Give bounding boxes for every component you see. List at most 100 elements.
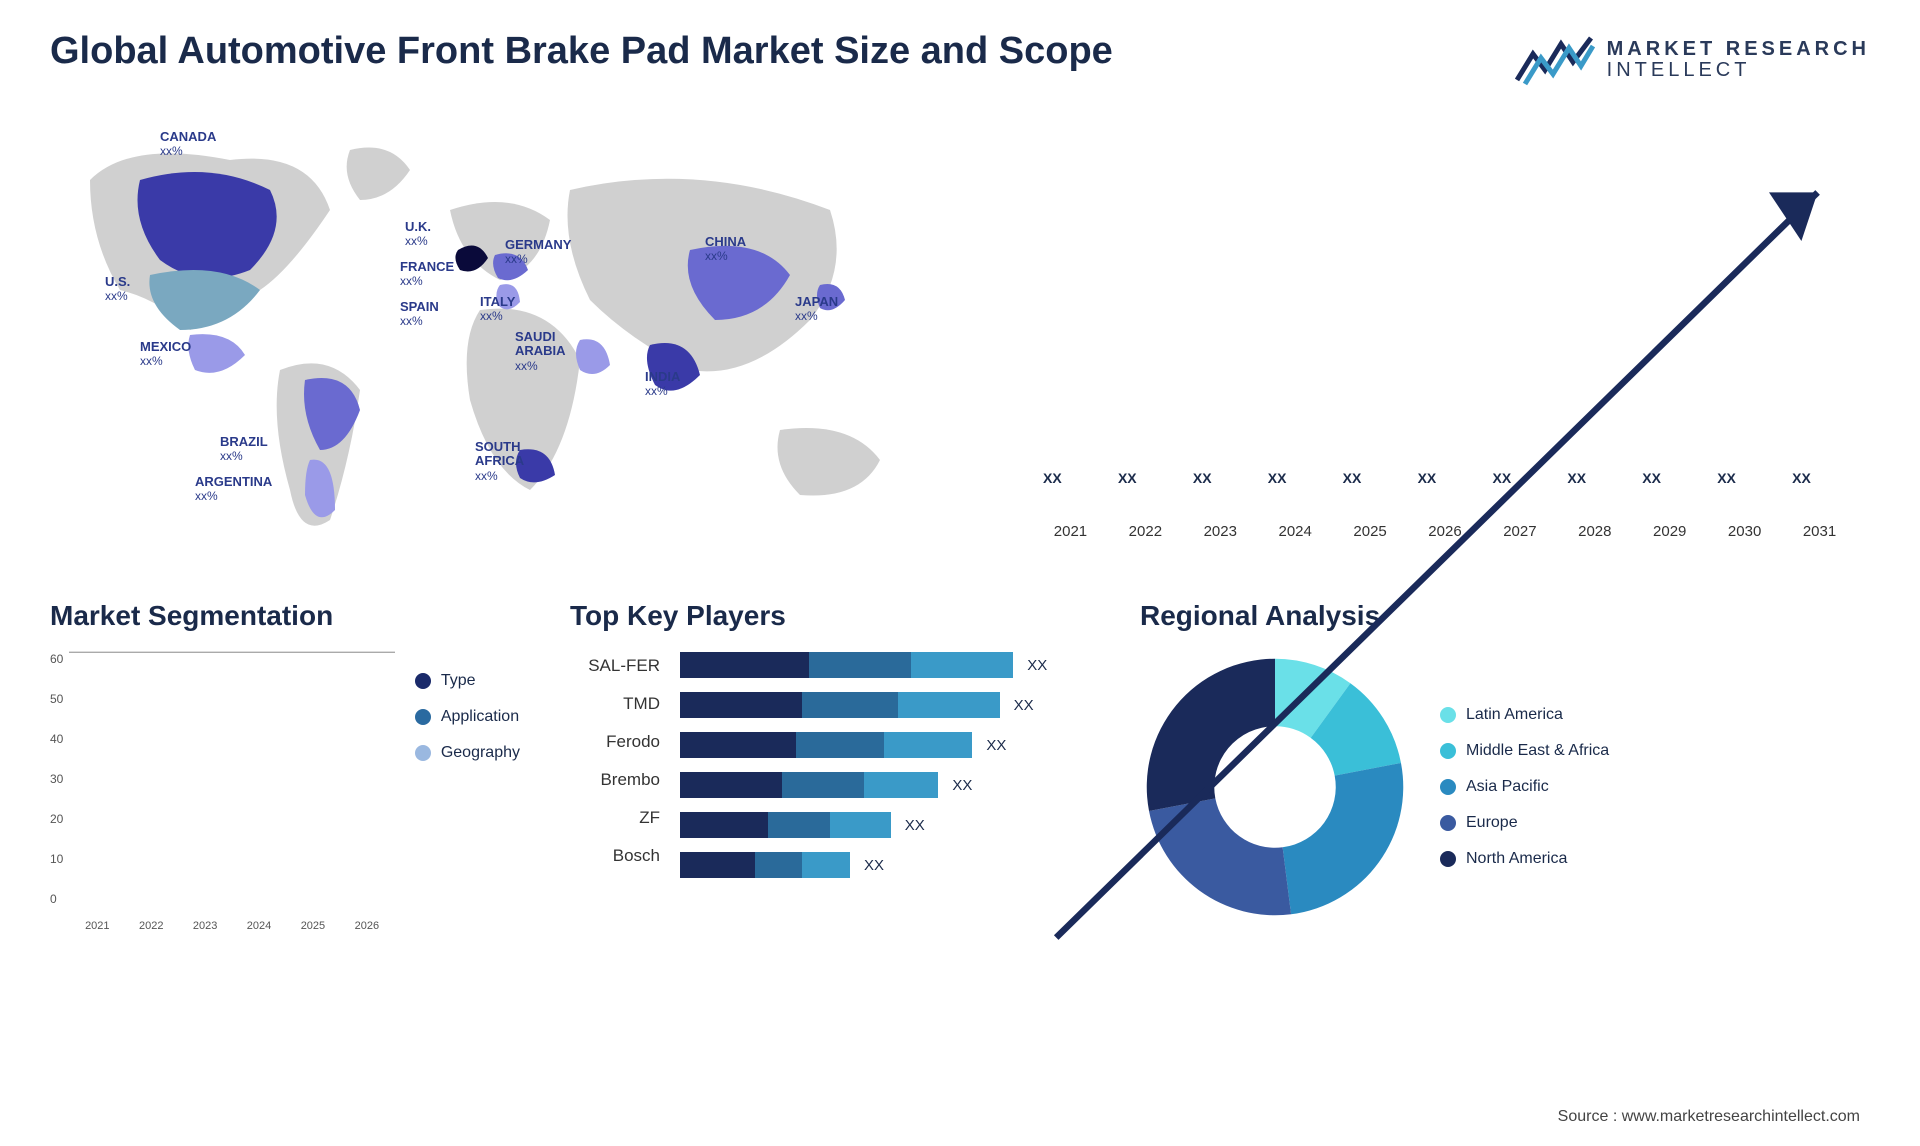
seg-year-label: 2023 <box>183 920 227 932</box>
seg-ytick: 60 <box>50 652 63 666</box>
donut-chart <box>1140 652 1410 922</box>
source-text: Source : www.marketresearchintellect.com <box>1558 1108 1860 1126</box>
legend-dot-icon <box>1440 851 1456 867</box>
player-name: Bosch <box>570 846 660 866</box>
growth-bar-label: XX <box>1418 470 1437 486</box>
player-name: ZF <box>570 808 660 828</box>
regional-panel: Regional Analysis Latin America Middle Ea… <box>1140 600 1870 932</box>
growth-year-label: 2023 <box>1190 523 1251 540</box>
map-label: FRANCExx% <box>400 260 454 289</box>
key-players-title: Top Key Players <box>570 600 1090 632</box>
seg-ytick: 50 <box>50 692 63 706</box>
growth-year-label: 2021 <box>1040 523 1101 540</box>
seg-ytick: 20 <box>50 812 63 826</box>
player-name: TMD <box>570 694 660 714</box>
map-svg <box>50 120 950 550</box>
legend-item: Asia Pacific <box>1440 778 1609 796</box>
world-map: CANADAxx%U.S.xx%MEXICOxx%BRAZILxx%ARGENT… <box>50 120 950 550</box>
legend-item: Geography <box>415 744 520 762</box>
legend-dot-icon <box>415 709 431 725</box>
legend-label: Middle East & Africa <box>1466 742 1609 760</box>
player-value: XX <box>986 737 1006 754</box>
growth-year-label: 2022 <box>1115 523 1176 540</box>
player-row: XX <box>680 772 1090 798</box>
player-row: XX <box>680 692 1090 718</box>
logo-text: MARKET RESEARCH INTELLECT <box>1607 39 1870 81</box>
player-name: SAL-FER <box>570 656 660 676</box>
player-row: XX <box>680 652 1090 678</box>
growth-year-label: 2026 <box>1415 523 1476 540</box>
header: Global Automotive Front Brake Pad Market… <box>50 30 1870 90</box>
growth-bar-label: XX <box>1492 470 1511 486</box>
map-label: ITALYxx% <box>480 295 515 324</box>
growth-bar-label: XX <box>1343 470 1362 486</box>
legend-dot-icon <box>1440 707 1456 723</box>
segmentation-legend: Type Application Geography <box>415 652 520 932</box>
seg-year-label: 2022 <box>129 920 173 932</box>
legend-label: Geography <box>441 744 520 762</box>
growth-bar-label: XX <box>1268 470 1287 486</box>
legend-item: Middle East & Africa <box>1440 742 1609 760</box>
legend-item: Europe <box>1440 814 1609 832</box>
map-label: ARGENTINAxx% <box>195 475 272 504</box>
regional-title: Regional Analysis <box>1140 600 1870 632</box>
legend-dot-icon <box>1440 779 1456 795</box>
map-label: GERMANYxx% <box>505 238 571 267</box>
seg-year-label: 2025 <box>291 920 335 932</box>
legend-item: Latin America <box>1440 706 1609 724</box>
seg-year-label: 2021 <box>75 920 119 932</box>
logo-mark-icon <box>1515 30 1595 90</box>
growth-bar-label: XX <box>1792 470 1811 486</box>
legend-label: Type <box>441 672 476 690</box>
page-title: Global Automotive Front Brake Pad Market… <box>50 30 1113 73</box>
legend-label: Europe <box>1466 814 1518 832</box>
legend-dot-icon <box>1440 815 1456 831</box>
growth-year-label: 2028 <box>1564 523 1625 540</box>
player-value: XX <box>1014 697 1034 714</box>
legend-label: Application <box>441 708 519 726</box>
seg-year-label: 2024 <box>237 920 281 932</box>
player-value: XX <box>864 857 884 874</box>
growth-year-label: 2025 <box>1340 523 1401 540</box>
key-players-panel: Top Key Players SAL-FER TMD Ferodo Brembo ZF… <box>570 600 1090 932</box>
growth-year-label: 2029 <box>1639 523 1700 540</box>
legend-item: North America <box>1440 850 1609 868</box>
seg-ytick: 30 <box>50 772 63 786</box>
player-value: XX <box>1027 657 1047 674</box>
growth-year-label: 2030 <box>1714 523 1775 540</box>
map-label: U.K.xx% <box>405 220 431 249</box>
growth-chart: XXXXXXXXXXXXXXXXXXXXXX 20212022202320242… <box>1010 120 1870 550</box>
seg-ytick: 0 <box>50 892 63 906</box>
seg-year-label: 2026 <box>345 920 389 932</box>
growth-bar-label: XX <box>1118 470 1137 486</box>
map-label: SAUDIARABIAxx% <box>515 330 566 373</box>
player-name: Ferodo <box>570 732 660 752</box>
player-value: XX <box>952 777 972 794</box>
legend-dot-icon <box>1440 743 1456 759</box>
brand-logo: MARKET RESEARCH INTELLECT <box>1515 30 1870 90</box>
legend-label: North America <box>1466 850 1567 868</box>
legend-item: Type <box>415 672 520 690</box>
regional-chart: Latin America Middle East & Africa Asia Pa… <box>1140 652 1870 922</box>
map-label: CHINAxx% <box>705 235 746 264</box>
map-label: SPAINxx% <box>400 300 439 329</box>
player-name: Brembo <box>570 770 660 790</box>
growth-year-label: 2024 <box>1265 523 1326 540</box>
map-label: U.S.xx% <box>105 275 130 304</box>
map-label: BRAZILxx% <box>220 435 268 464</box>
segmentation-title: Market Segmentation <box>50 600 520 632</box>
legend-dot-icon <box>415 745 431 761</box>
growth-bar-label: XX <box>1193 470 1212 486</box>
growth-year-label: 2027 <box>1489 523 1550 540</box>
player-row: XX <box>680 812 1090 838</box>
legend-item: Application <box>415 708 520 726</box>
growth-bar-label: XX <box>1567 470 1586 486</box>
legend-label: Latin America <box>1466 706 1563 724</box>
growth-bar-label: XX <box>1043 470 1062 486</box>
legend-dot-icon <box>415 673 431 689</box>
logo-line3: INTELLECT <box>1607 60 1870 81</box>
segmentation-chart: 0102030405060 202120222023202420252026 <box>50 652 395 932</box>
growth-bar-label: XX <box>1717 470 1736 486</box>
top-row: CANADAxx%U.S.xx%MEXICOxx%BRAZILxx%ARGENT… <box>50 120 1870 550</box>
seg-ytick: 40 <box>50 732 63 746</box>
